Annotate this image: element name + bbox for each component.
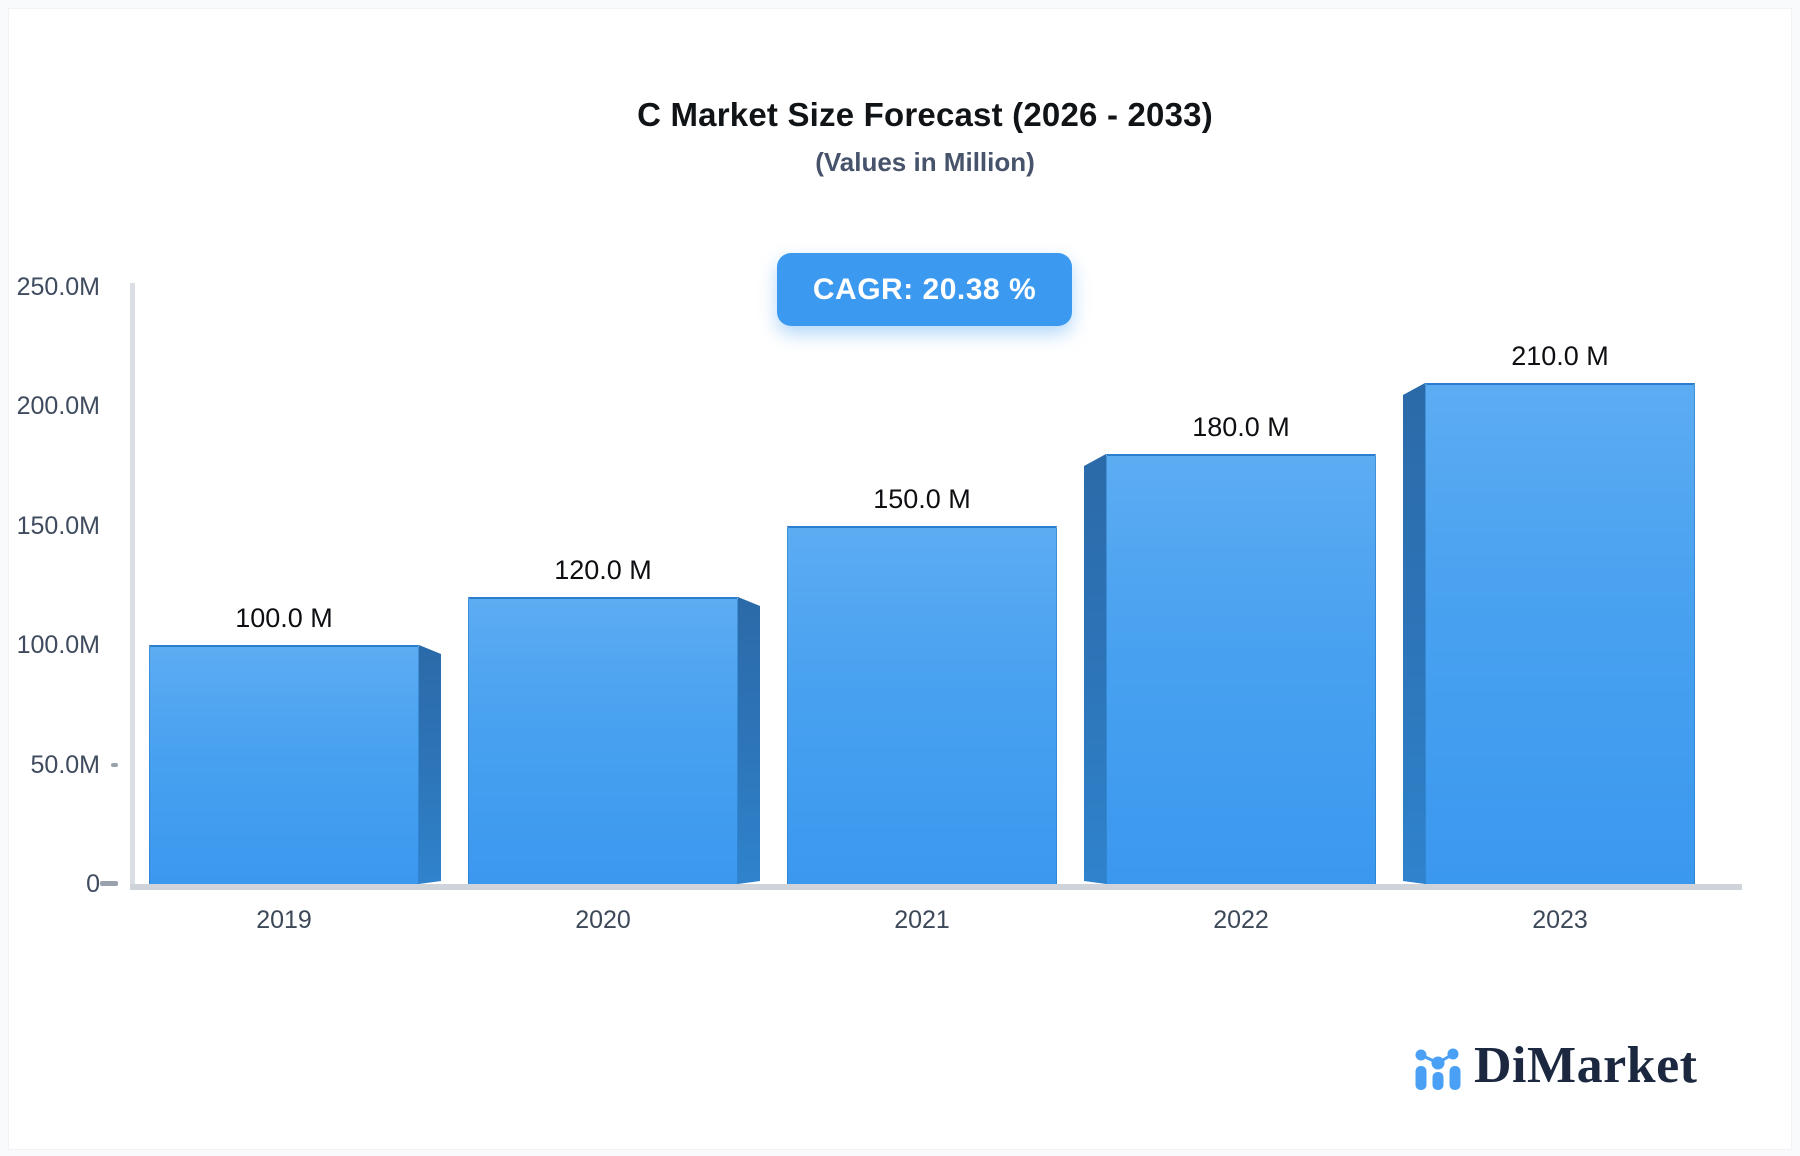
y-axis-label-100: 100.0M [16, 631, 100, 660]
x-axis-label-2020: 2020 [575, 906, 631, 934]
bar-2020-side [738, 597, 760, 884]
bar-value-label-2022: 180.0 M [1192, 412, 1290, 442]
bar-value-label-2020: 120.0 M [554, 555, 652, 585]
cagr-badge: CAGR: 20.38 % [777, 253, 1072, 326]
bar-2023[interactable] [1425, 383, 1695, 884]
chart-title: C Market Size Forecast (2026 - 2033) [637, 96, 1213, 133]
x-axis-label-2019: 2019 [256, 906, 312, 934]
bar-2019-side [419, 645, 441, 884]
bar-2023-side [1403, 383, 1425, 884]
bar-2022-side [1084, 454, 1106, 884]
bar-value-label-2019: 100.0 M [235, 603, 333, 633]
x-axis-label-2022: 2022 [1213, 906, 1269, 934]
y-axis-label-250: 250.0M [16, 273, 100, 301]
y-axis-label-150: 150.0M [16, 511, 100, 540]
mini-bar-chart-icon [1415, 1048, 1461, 1090]
bar-2022[interactable] [1106, 454, 1376, 884]
y-axis-label-200: 200.0M [16, 392, 100, 421]
bar-2020[interactable] [468, 597, 738, 884]
x-axis-label-2021: 2021 [894, 906, 950, 934]
brand-logo-text: DiMarket [1474, 1037, 1698, 1094]
cagr-badge-label: CAGR: 20.38 % [812, 272, 1037, 306]
bar-value-label-2023: 210.0 M [1511, 341, 1609, 371]
bar-value-label-2021: 150.0 M [873, 484, 971, 514]
y-axis-label-50: 50.0M [30, 750, 100, 779]
bar-2019[interactable] [149, 645, 419, 884]
brand-logo: DiMarket [1414, 1040, 1697, 1092]
x-axis-label-2023: 2023 [1532, 906, 1588, 934]
y-axis-line [130, 283, 135, 890]
bar-2021[interactable] [787, 526, 1057, 884]
y-axis-tick-0 [100, 881, 118, 886]
chart-subtitle: (Values in Million) [815, 147, 1035, 177]
x-axis-baseline [130, 884, 1742, 890]
y-axis-tick-50m [111, 763, 118, 767]
y-axis-label-0: 0 [86, 870, 100, 898]
